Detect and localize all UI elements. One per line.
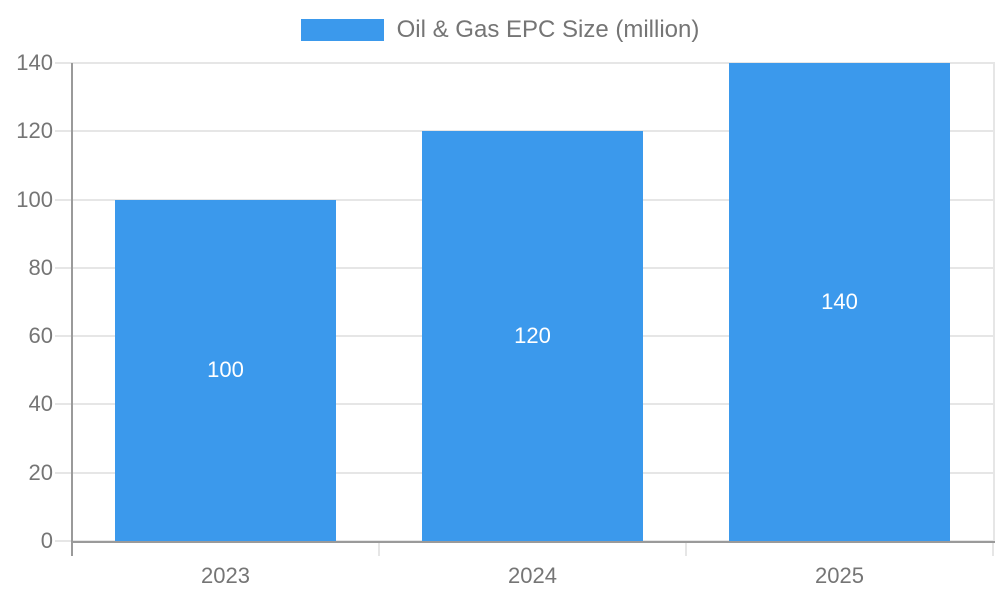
y-axis-line (71, 63, 73, 556)
x-tick-1 (378, 541, 380, 556)
y-tick-label-140: 140 (16, 50, 53, 75)
bar-value-label-2023: 100 (207, 357, 244, 383)
legend-label: Oil & Gas EPC Size (million) (396, 16, 700, 43)
bar-value-label-2024: 120 (514, 323, 551, 349)
y-tick-label-40: 40 (28, 391, 53, 417)
x-axis-label-2025: 2025 (815, 563, 864, 588)
y-tick-label-120: 120 (16, 118, 53, 144)
x-tick-2 (685, 541, 687, 556)
bar-value-label-2025: 140 (821, 289, 858, 314)
legend: Oil & Gas EPC Size (million) (0, 16, 1000, 44)
y-tick-label-60: 60 (28, 323, 53, 349)
gridline-y-140 (55, 62, 995, 64)
x-axis-label-2024: 2024 (508, 563, 557, 588)
x-axis-line (71, 541, 995, 543)
y-tick-label-100: 100 (16, 186, 53, 212)
y-tick-label-20: 20 (28, 459, 53, 485)
y-tick-label-80: 80 (28, 254, 53, 280)
legend-swatch (300, 19, 384, 41)
bar-2025[interactable] (729, 63, 950, 541)
bar-2024[interactable] (422, 131, 643, 541)
y-tick-label-0: 0 (40, 528, 53, 553)
gridline-right-edge (993, 63, 995, 541)
x-axis-label-2023: 2023 (201, 563, 250, 588)
x-tick-3 (992, 541, 994, 556)
bar-2023[interactable] (115, 199, 336, 541)
